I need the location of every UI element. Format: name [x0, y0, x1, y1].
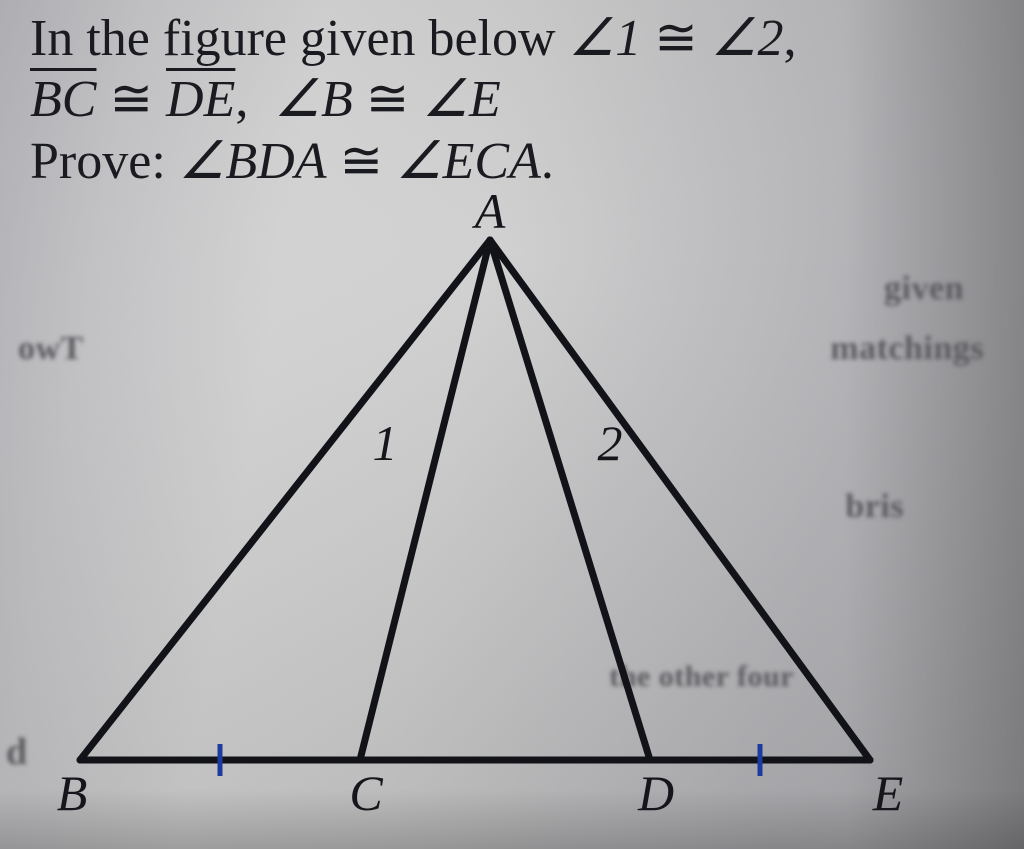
- problem-line-2: BC ≅ DE, ∠B ≅ ∠E: [30, 69, 796, 130]
- svg-text:2: 2: [598, 415, 623, 471]
- comma: ,: [783, 10, 796, 67]
- problem-line-1: In the figure given below ∠1 ≅ ∠2,: [30, 8, 796, 69]
- prove-label: Prove:: [30, 133, 179, 190]
- segment-bc: BC: [30, 71, 96, 128]
- svg-text:D: D: [637, 765, 674, 821]
- angle-2: ∠2: [711, 10, 784, 67]
- problem-line-3: Prove: ∠BDA ≅ ∠ECA.: [30, 131, 796, 192]
- problem-statement: In the figure given below ∠1 ≅ ∠2, BC ≅ …: [30, 8, 796, 192]
- svg-text:B: B: [57, 765, 88, 821]
- angle-b: ∠B: [274, 71, 352, 128]
- angle-eca: ∠ECA: [396, 133, 541, 190]
- page-root: given matchings owT bris the other four …: [0, 0, 1024, 849]
- segment-de: DE: [166, 71, 235, 128]
- congruent-symbol: ≅: [326, 133, 396, 190]
- geometry-figure: ABCDE12: [60, 220, 960, 820]
- svg-text:A: A: [472, 183, 506, 239]
- angle-1: ∠1: [569, 10, 642, 67]
- angle-e: ∠E: [422, 71, 500, 128]
- figure-svg: ABCDE12: [60, 220, 960, 820]
- svg-text:C: C: [349, 765, 383, 821]
- text-prefix: In the figure given below: [30, 10, 569, 67]
- svg-text:E: E: [872, 765, 904, 821]
- svg-text:1: 1: [373, 415, 398, 471]
- period: .: [541, 133, 554, 190]
- congruent-symbol: ≅: [353, 71, 423, 128]
- comma: ,: [235, 71, 248, 128]
- congruent-symbol: ≅: [641, 10, 711, 67]
- angle-bda: ∠BDA: [179, 133, 327, 190]
- congruent-symbol: ≅: [96, 71, 166, 128]
